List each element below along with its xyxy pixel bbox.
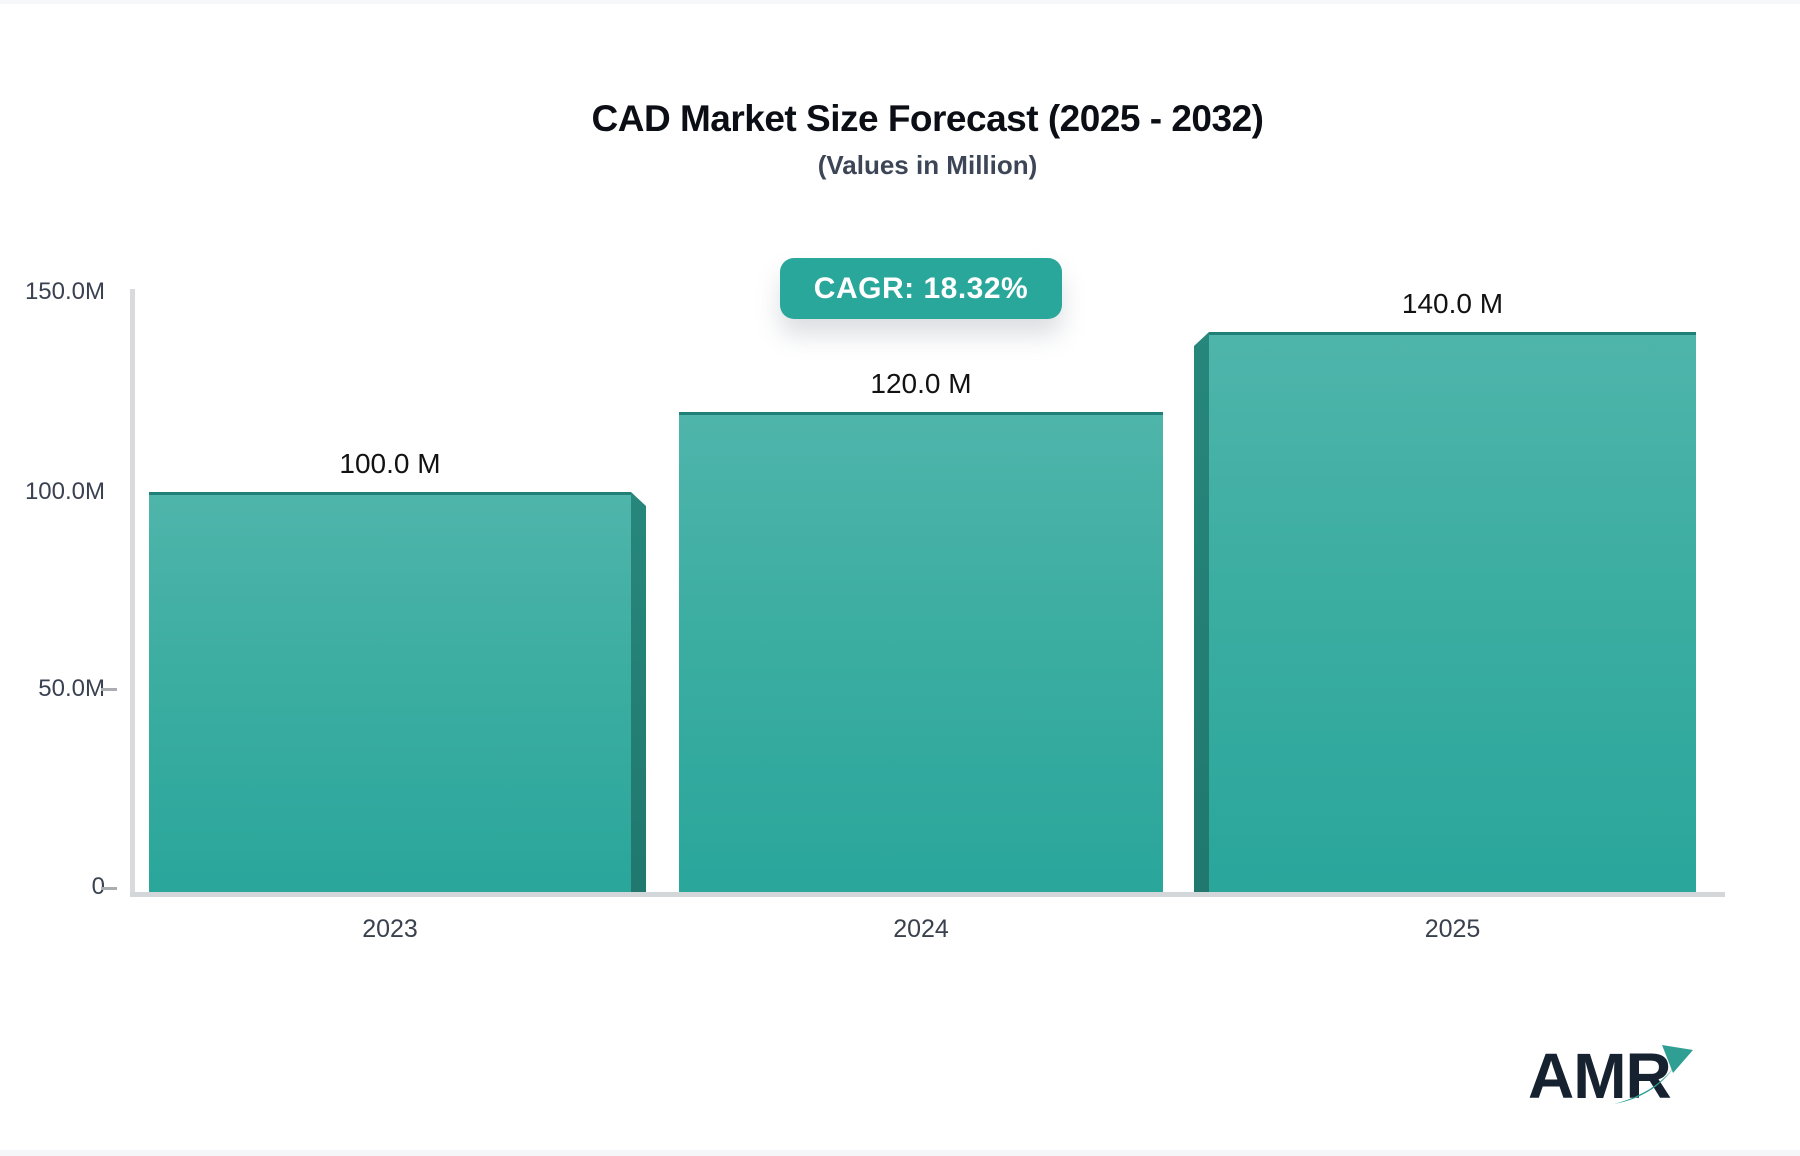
y-axis-line — [130, 289, 135, 892]
growth-arrow-icon — [1614, 1045, 1693, 1104]
amr-logo-text: AMR — [1528, 1040, 1672, 1112]
y-tick-label-50: 50.0M — [38, 675, 105, 702]
y-tick-label-0: 0 — [91, 873, 105, 900]
bar-2023 — [149, 492, 631, 892]
amr-logo: AMR — [1528, 1034, 1728, 1118]
bar-value-label: 140.0 M — [1401, 288, 1504, 319]
cagr-badge-label: CAGR: 18.32% — [813, 271, 1029, 305]
chart-title: CAD Market Size Forecast (2025 - 2032) — [591, 98, 1264, 139]
x-axis-label-2023: 2023 — [362, 915, 418, 943]
bar-3d-edge — [1194, 332, 1209, 892]
bar-value-label: 120.0 M — [870, 368, 972, 399]
x-axis-label-2025: 2025 — [1424, 915, 1481, 943]
bar-2025 — [1209, 332, 1696, 892]
bar-3d-edge — [631, 492, 646, 892]
bar-value-label: 100.0 M — [339, 448, 441, 479]
chart-subtitle: (Values in Million) — [817, 150, 1038, 180]
x-axis-label-2024: 2024 — [893, 915, 949, 943]
cagr-badge: CAGR: 18.32% — [780, 258, 1062, 319]
y-tick-label-150: 150.0M — [24, 278, 105, 305]
y-tick-label-100: 100.0M — [24, 478, 105, 505]
plot-area: 100.0 M 2023 120.0 M 2024 140.0 M 2025 — [130, 288, 1725, 943]
x-axis-line — [130, 892, 1725, 897]
y-tick-mark-50 — [101, 688, 117, 691]
y-tick-mark-0 — [101, 887, 117, 890]
bar-2024 — [679, 412, 1163, 892]
